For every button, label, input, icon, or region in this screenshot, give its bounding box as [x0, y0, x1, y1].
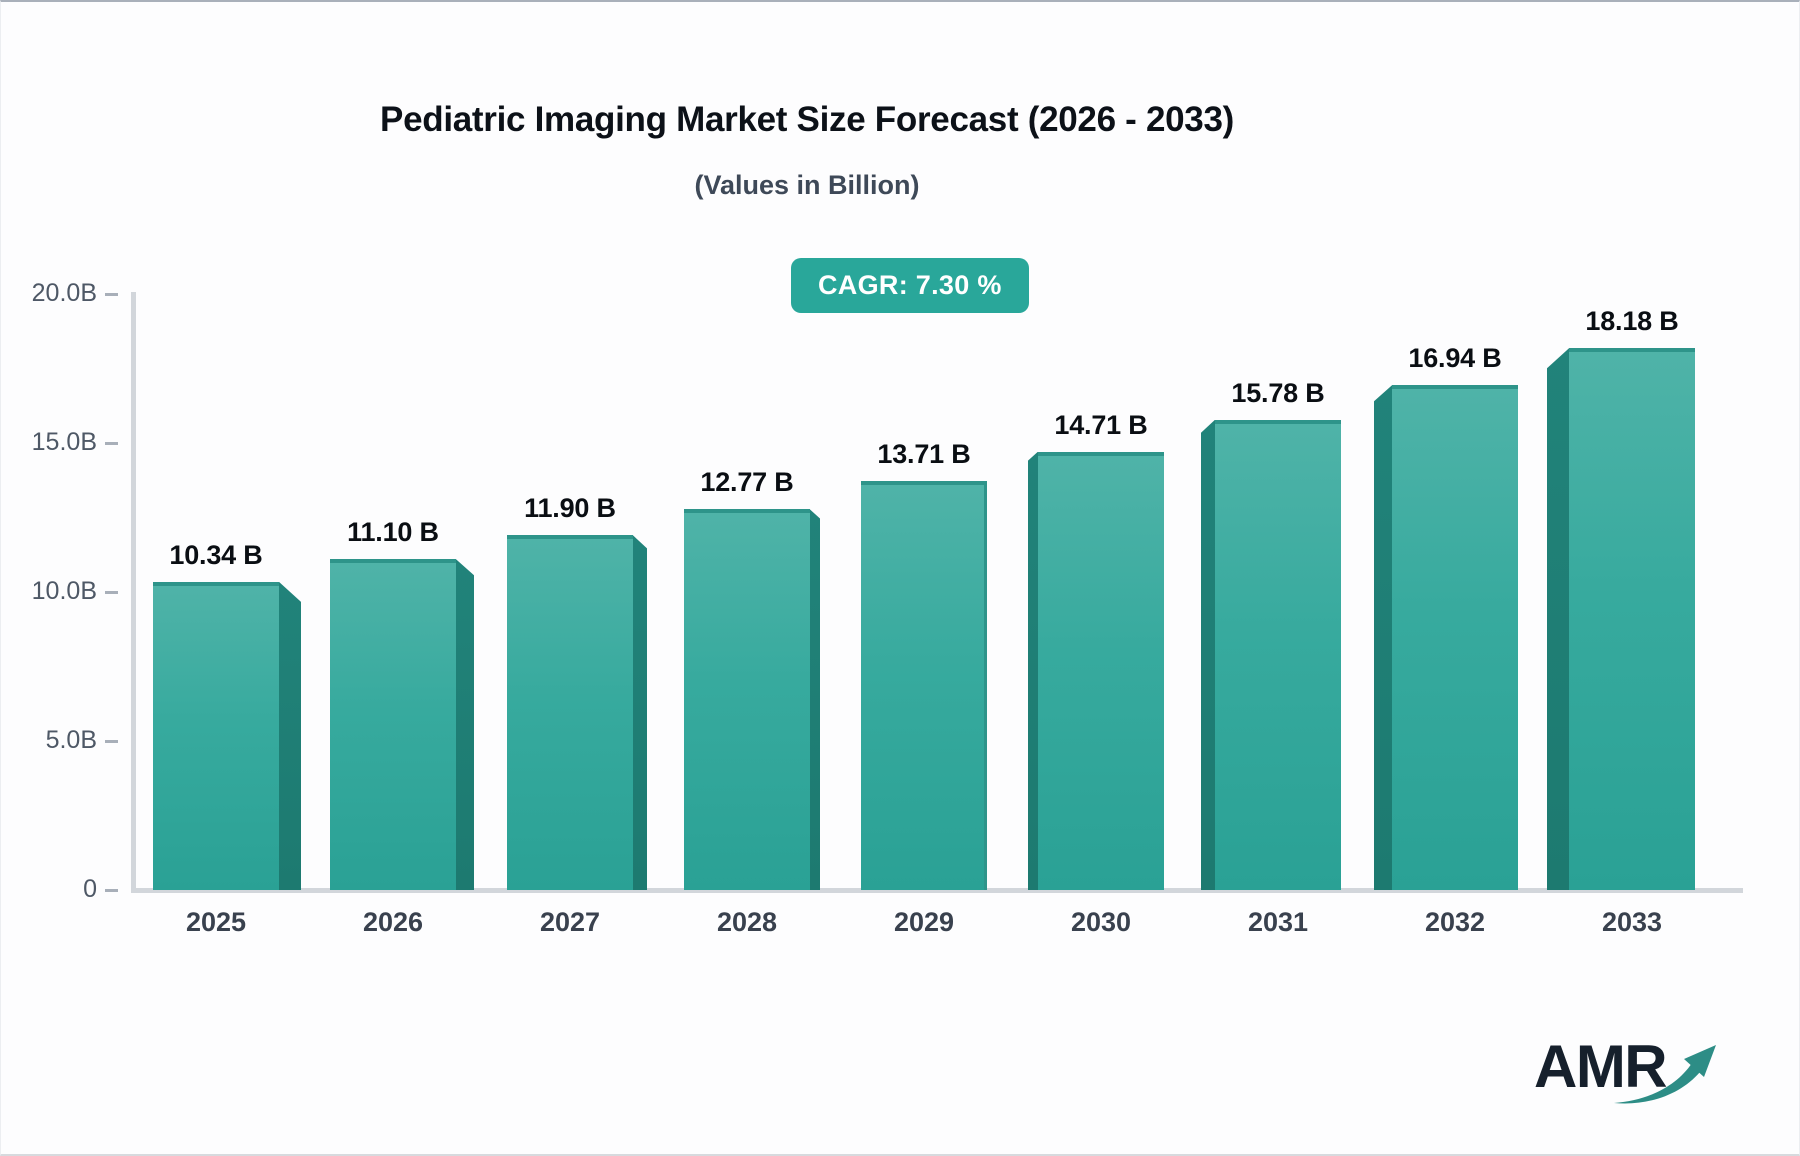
bar-side-face [1028, 451, 1038, 890]
y-axis-line [131, 292, 136, 892]
x-tick-label: 2032 [1424, 907, 1486, 937]
bar-side-face [810, 509, 820, 890]
x-tick-label: 2025 [185, 907, 247, 937]
y-tick-dash [105, 591, 118, 594]
bar-side-face [633, 535, 647, 890]
bar-side-face [456, 559, 474, 890]
y-tick-label: 20.0B [31, 279, 97, 307]
bar-value-label: 14.71 B [1054, 409, 1148, 440]
bar-value-label: 11.10 B [347, 517, 439, 548]
x-axis-line [131, 888, 1743, 893]
bar-value-label: 15.78 B [1231, 377, 1325, 408]
x-tick-label: 2026 [362, 907, 424, 937]
x-tick-label: 2030 [1070, 907, 1132, 937]
bar-value-label: 18.18 B [1585, 306, 1679, 337]
x-tick-label: 2028 [716, 907, 778, 937]
y-tick-dash [105, 889, 118, 892]
bar-side-face [1201, 419, 1215, 890]
bar-front-face [1392, 385, 1518, 890]
bar-front-face [861, 481, 987, 890]
bar-2030 [1028, 451, 1164, 890]
bar-front-face [1569, 348, 1695, 890]
y-tick-dash [105, 442, 118, 445]
y-tick-dash [105, 293, 118, 296]
bar-2031 [1201, 419, 1341, 890]
bar-2032 [1374, 385, 1518, 890]
bar-front-face [1038, 451, 1164, 890]
bar-2028 [684, 509, 820, 890]
y-tick-label: 5.0B [45, 726, 97, 754]
bar-front-face [330, 559, 456, 890]
chart-subtitle: (Values in Billion) [694, 170, 920, 200]
bar-value-label: 12.77 B [700, 467, 794, 498]
x-tick-label: 2033 [1601, 907, 1663, 937]
x-tick-label: 2027 [539, 907, 601, 937]
bar-front-face [684, 509, 810, 890]
y-tick-label: 15.0B [31, 428, 97, 456]
bar-2026 [330, 559, 474, 890]
bar-2033 [1547, 348, 1695, 890]
chart-title: Pediatric Imaging Market Size Forecast (… [380, 100, 1234, 139]
bar-side-face [1374, 385, 1392, 890]
cagr-badge: CAGR: 7.30 % [791, 258, 1029, 313]
bar-value-label: 10.34 B [169, 539, 263, 570]
bar-2025 [153, 581, 301, 890]
x-tick-label: 2029 [893, 907, 955, 937]
bar-front-face [153, 581, 279, 890]
bar-2029 [861, 481, 987, 890]
bar-value-label: 16.94 B [1408, 343, 1502, 374]
y-tick-label: 10.0B [31, 577, 97, 605]
bar-side-face [1547, 348, 1569, 890]
growth-arrow-icon [1614, 1045, 1716, 1104]
bar-front-face [507, 535, 633, 890]
amr-logo: AMR [1534, 1037, 1724, 1117]
bar-side-face [279, 581, 301, 890]
bar-2027 [507, 535, 647, 890]
amr-logo-text: AMR [1534, 1033, 1668, 1100]
y-tick-label: 0 [83, 875, 97, 903]
bar-front-face [1215, 419, 1341, 890]
y-tick-dash [105, 740, 118, 743]
x-tick-label: 2031 [1247, 907, 1309, 937]
bar-value-label: 11.90 B [524, 493, 616, 524]
bar-value-label: 13.71 B [877, 439, 971, 470]
